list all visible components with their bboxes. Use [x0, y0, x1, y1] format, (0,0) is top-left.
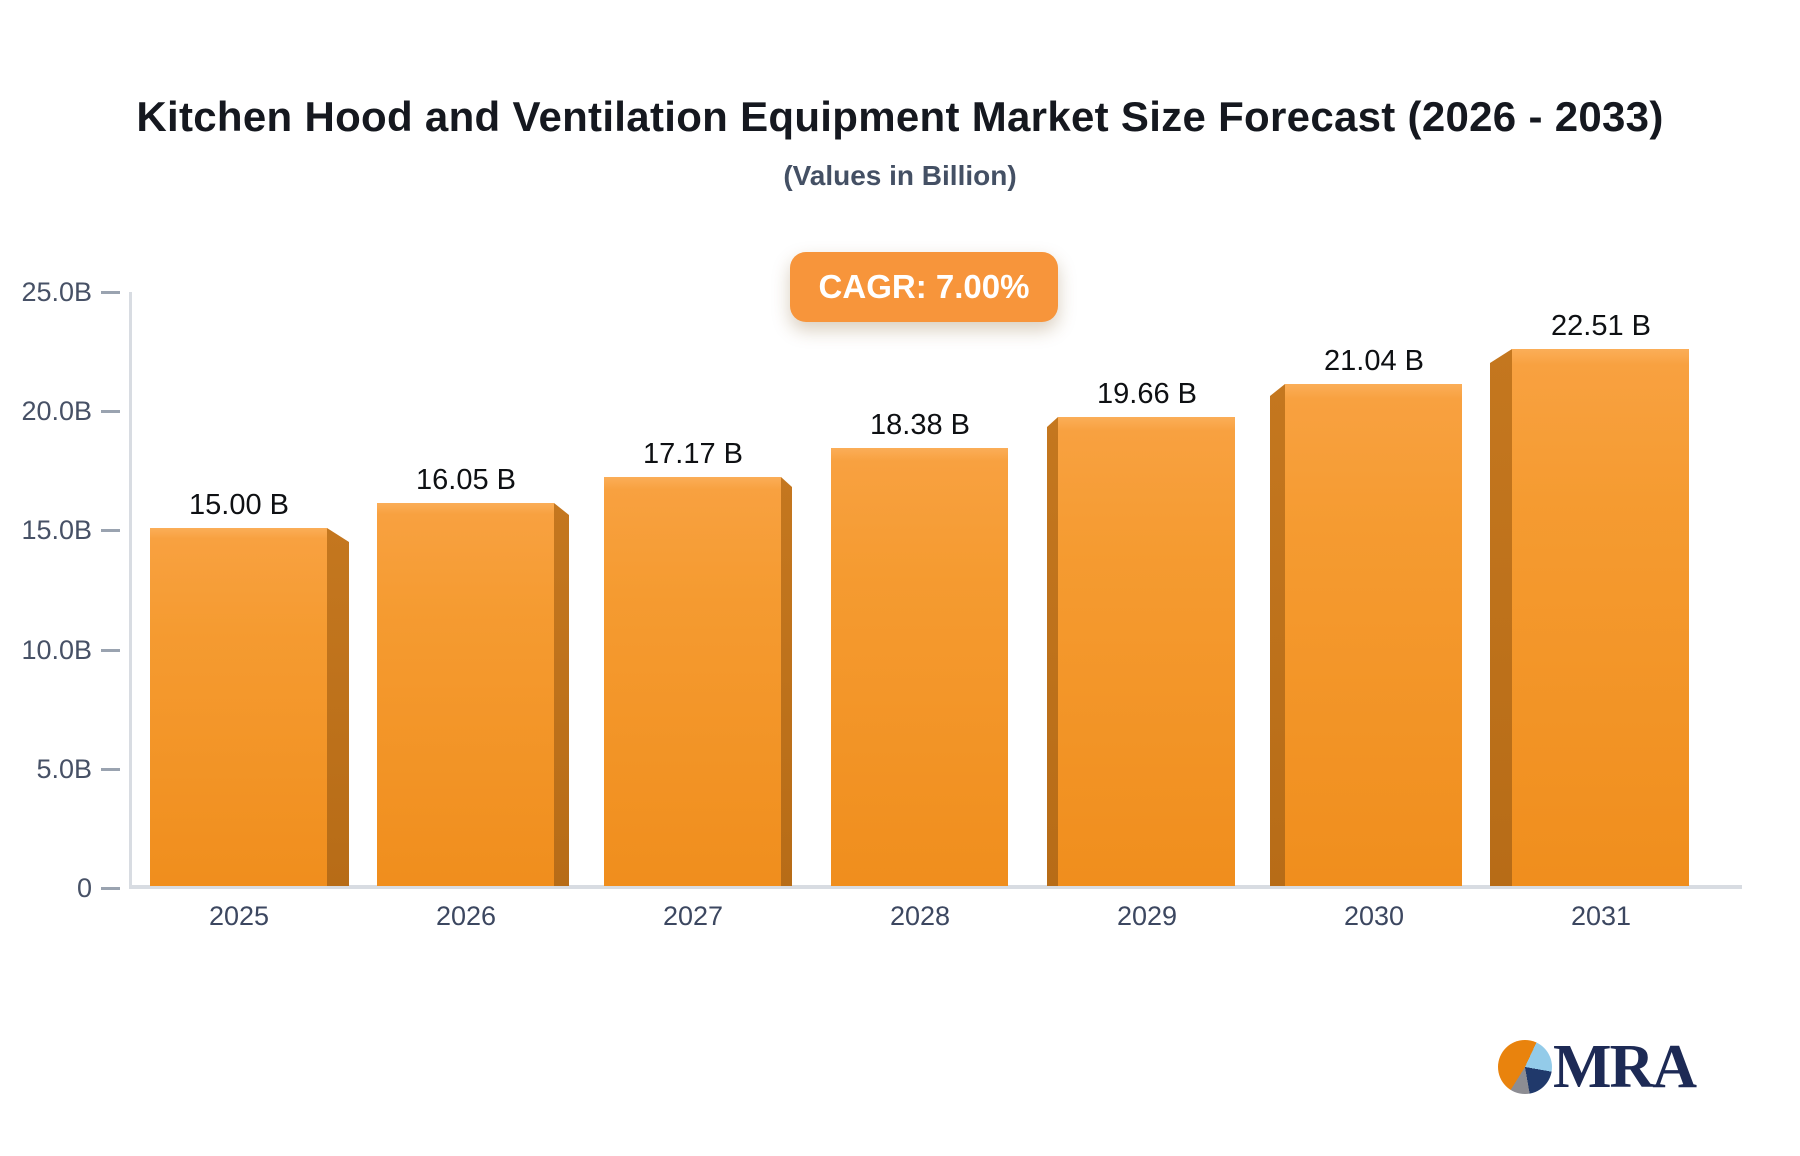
x-tick-label-2026: 2026 [435, 901, 497, 931]
bar-value-label-2028: 18.38 B [870, 409, 970, 441]
bar-side-2027 [781, 477, 792, 886]
y-tick-label-20.0B: 20.0B [21, 396, 92, 426]
y-tick-label-25.0B: 25.0B [21, 277, 92, 307]
bar-value-label-2025: 15.00 B [189, 489, 289, 521]
y-tick-mark [101, 291, 120, 294]
y-tick-mark [101, 529, 120, 532]
bar-2025 [150, 528, 327, 886]
bar-value-label-2029: 19.66 B [1097, 378, 1197, 410]
y-tick-label-10.0B: 10.0B [21, 635, 92, 665]
x-tick-label-2025: 2025 [208, 901, 270, 931]
x-tick-label-2028: 2028 [889, 901, 951, 931]
chart-subtitle: (Values in Billion) [783, 160, 1017, 191]
y-tick-label-15.0B: 15.0B [21, 515, 92, 545]
x-tick-label-2030: 2030 [1343, 901, 1405, 931]
bar-value-label-2031: 22.51 B [1551, 310, 1651, 342]
bar-value-label-2027: 17.17 B [643, 438, 743, 470]
y-tick-label-0: 0 [76, 873, 92, 903]
bar-side-2025 [327, 528, 349, 886]
bar-side-2030 [1270, 384, 1285, 886]
y-tick-label-5.0B: 5.0B [36, 754, 92, 784]
bar-2030 [1285, 384, 1462, 886]
brand-logo: MRA [1498, 1033, 1697, 1101]
x-axis-line [129, 885, 1742, 889]
y-tick-mark [101, 887, 120, 890]
x-tick-label-2029: 2029 [1116, 901, 1178, 931]
chart-title: Kitchen Hood and Ventilation Equipment M… [136, 93, 1664, 140]
bar-2031 [1512, 349, 1689, 886]
bar-value-label-2030: 21.04 B [1324, 345, 1424, 377]
bar-side-2029 [1047, 417, 1058, 886]
bar-2026 [377, 503, 554, 886]
x-tick-label-2031: 2031 [1570, 901, 1632, 931]
logo-pie-icon [1498, 1040, 1552, 1094]
y-tick-mark [101, 768, 120, 771]
bar-side-2031 [1490, 349, 1512, 886]
bar-2029 [1058, 417, 1235, 886]
y-tick-mark [101, 410, 120, 413]
logo-text: MRA [1553, 1033, 1697, 1101]
bar-2028 [831, 448, 1008, 886]
x-tick-label-2027: 2027 [662, 901, 724, 931]
y-axis-line [129, 292, 132, 888]
bar-value-label-2026: 16.05 B [416, 464, 516, 496]
y-tick-mark [101, 649, 120, 652]
cagr-badge: CAGR: 7.00% [790, 252, 1058, 322]
bar-side-2026 [554, 503, 569, 886]
bar-2027 [604, 477, 781, 886]
